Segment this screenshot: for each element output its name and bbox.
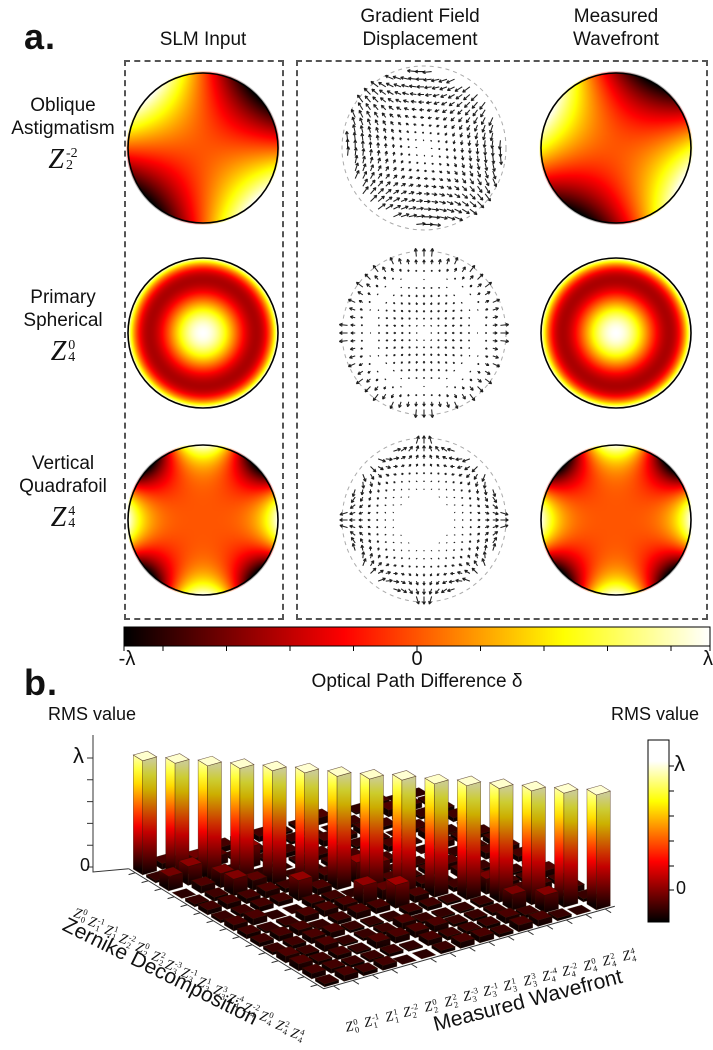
z-axis-max-tick-label: λ (73, 743, 84, 768)
measured-axis-tick-label: Z -4 4 (540, 965, 558, 985)
measured-axis-tick-label: Z -1 3 (481, 980, 499, 1001)
measured-axis-tick-label: Z -2 2 (402, 1000, 420, 1021)
panel-b-label: b. (24, 662, 58, 703)
row-label-oblique-astigmatism: Oblique Astigmatism Z -2 2 (11, 95, 115, 175)
measured-axis-tick-label: Z -1 1 (362, 1010, 380, 1031)
colorbar-a-min-label: -λ (118, 648, 136, 670)
measurement-dashed-box (296, 60, 708, 620)
column-header-slm-input: SLM Input (159, 29, 247, 50)
colorbar-b-max-label: λ (674, 751, 685, 776)
column-header-measured-wavefront: Measured Wavefront (573, 6, 659, 50)
colorbar-a-mid-label: 0 (411, 648, 423, 670)
measured-axis-tick-label: Z -2 4 (560, 959, 578, 980)
colorbar-b-min-label: 0 (676, 878, 687, 898)
measured-axis-tick-label: Z -3 3 (461, 985, 479, 1006)
colorbar-b-title: RMS value (610, 704, 700, 724)
z-axis-title: RMS value (48, 704, 137, 724)
panel-a-wavefront-canvas (0, 0, 713, 690)
colorbar-a-max-label: λ (703, 648, 713, 670)
column-header-gradient-field: Gradient Field Displacement (360, 6, 480, 50)
zernike-symbol-z2-2: Z -2 2 (48, 144, 78, 175)
panel-a-label: a. (24, 16, 57, 57)
colorbar-a-caption: Optical Path Difference δ (311, 671, 523, 692)
panel-b-bar3d-canvas (0, 660, 713, 1050)
slm-input-dashed-box (124, 60, 284, 620)
z-axis-min-tick-label: 0 (79, 855, 90, 875)
